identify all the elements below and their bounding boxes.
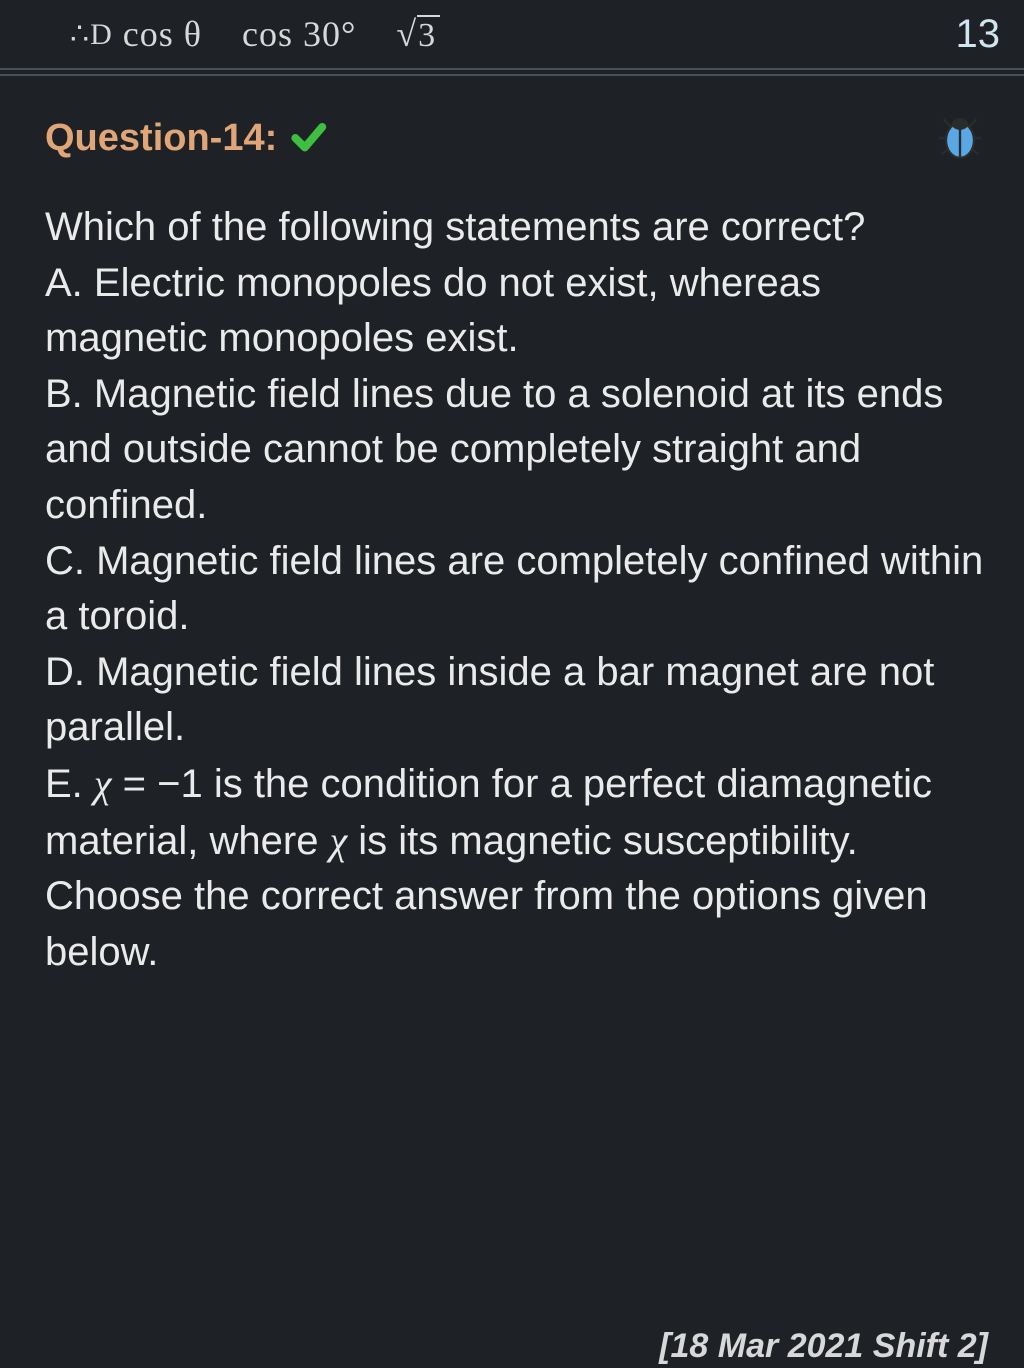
correct-check-icon [289,119,327,157]
answer-instruction: Choose the correct answer from the optio… [45,869,994,980]
question-prompt: Which of the following statements are co… [45,200,994,256]
sqrt-3: √3 [396,13,440,55]
option-d: D. Magnetic field lines inside a bar mag… [45,645,994,756]
question-header: Question-14: [45,110,994,166]
option-e-mid2: is its magnetic susceptibility. [347,819,858,863]
page-number: 13 [956,12,1005,57]
question-body: Which of the following statements are co… [45,200,994,980]
question-title: Question-14: [45,117,277,160]
dots-prefix: ∴D [70,17,113,52]
option-a: A. Electric monopoles do not exist, wher… [45,256,994,367]
cos-30: cos 30° [242,13,356,55]
option-e: E. χ = −1 is the condition for a perfect… [45,756,994,869]
option-e-prefix: E. [45,762,94,806]
option-b: B. Magnetic field lines due to a solenoi… [45,367,994,534]
chi-symbol-2: χ [330,818,348,863]
bug-report-icon[interactable] [932,110,988,166]
chi-symbol: χ [94,761,112,806]
cos-theta: cos θ [123,13,202,55]
question-content: Question-14: Which of the following stat… [0,70,1024,980]
formula-fragment: ∴D cos θ cos 30° √3 [20,13,440,55]
exam-date-tag: [18 Mar 2021 Shift 2] [659,1327,988,1366]
option-c: C. Magnetic field lines are completely c… [45,534,994,645]
top-formula-bar: ∴D cos θ cos 30° √3 13 [0,0,1024,70]
